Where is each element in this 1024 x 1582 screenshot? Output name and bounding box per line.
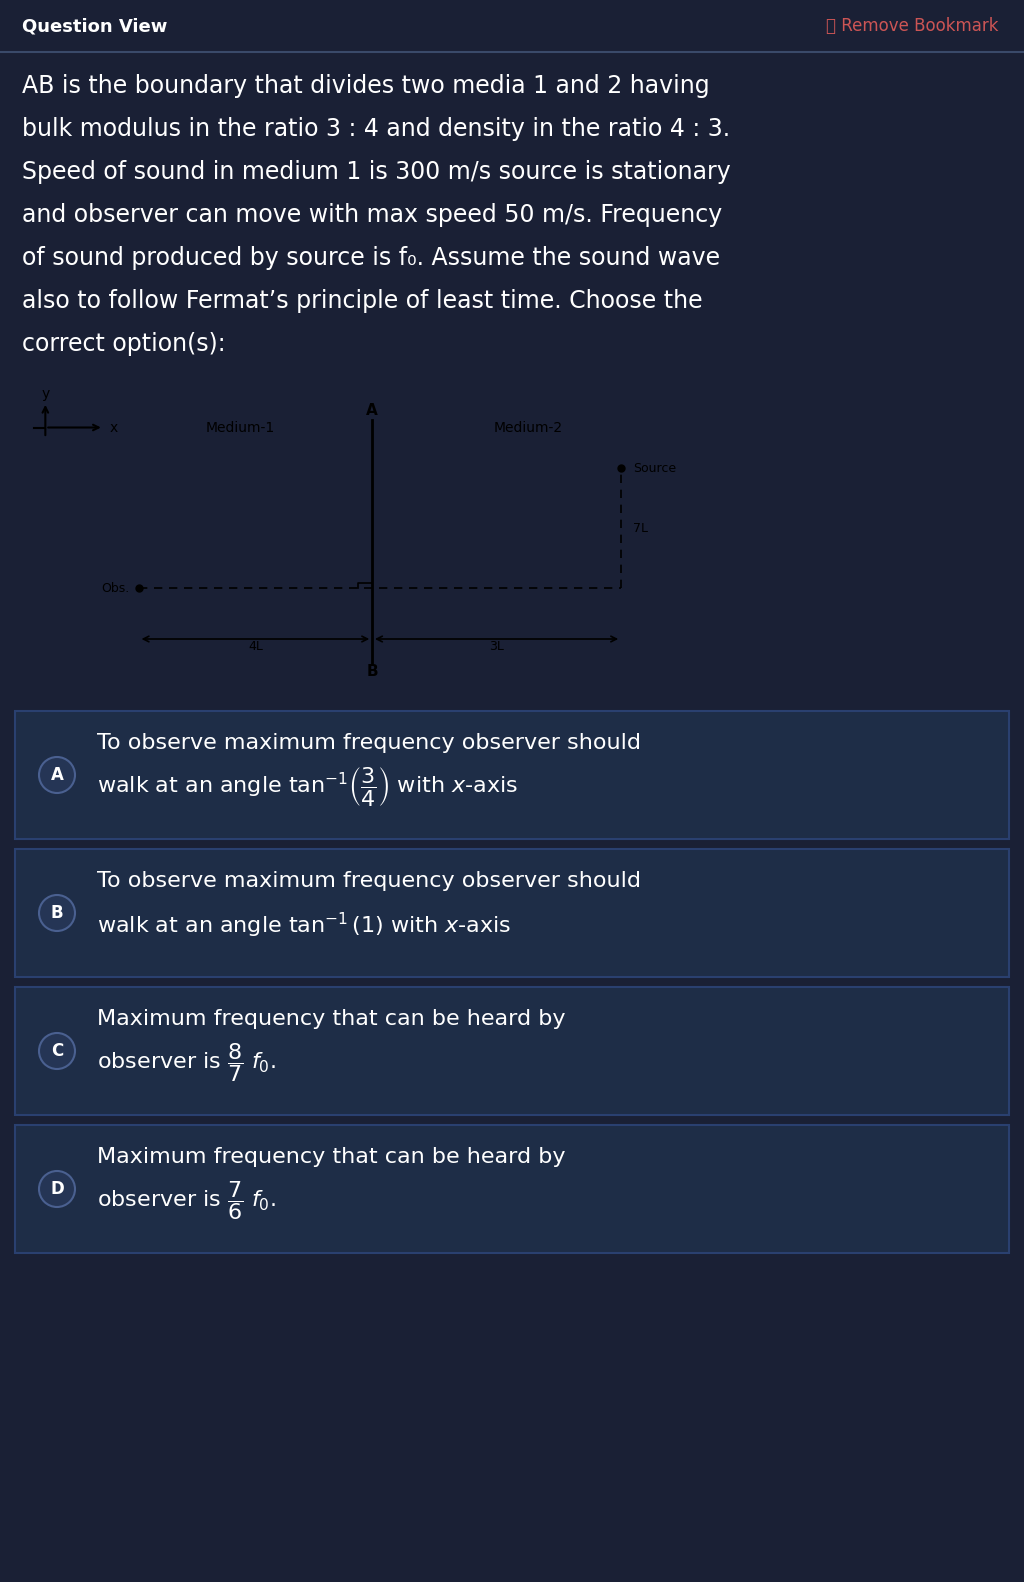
Text: A: A <box>367 402 378 418</box>
Text: walk at an angle $\tan^{-1}(1)$ with $x$-axis: walk at an angle $\tan^{-1}(1)$ with $x$… <box>97 910 511 940</box>
Circle shape <box>39 895 75 930</box>
Text: 🔖 Remove Bookmark: 🔖 Remove Bookmark <box>825 17 998 35</box>
Text: A: A <box>50 766 63 785</box>
Bar <box>15 987 1009 1115</box>
Text: Source: Source <box>633 462 676 475</box>
Text: C: C <box>51 1043 63 1060</box>
Text: x: x <box>110 421 118 435</box>
Bar <box>15 850 1009 978</box>
Text: To observe maximum frequency observer should: To observe maximum frequency observer sh… <box>97 732 641 753</box>
Text: Medium-1: Medium-1 <box>205 421 274 435</box>
Text: Maximum frequency that can be heard by: Maximum frequency that can be heard by <box>97 1147 565 1168</box>
Text: D: D <box>50 1180 63 1198</box>
Text: Maximum frequency that can be heard by: Maximum frequency that can be heard by <box>97 1009 565 1028</box>
Text: Medium-2: Medium-2 <box>494 421 562 435</box>
Text: bulk modulus in the ratio 3 : 4 and density in the ratio 4 : 3.: bulk modulus in the ratio 3 : 4 and dens… <box>22 117 730 141</box>
Text: Question View: Question View <box>22 17 167 35</box>
Circle shape <box>39 758 75 793</box>
Text: y: y <box>41 388 49 402</box>
Text: 4L: 4L <box>248 641 263 653</box>
Text: and observer can move with max speed 50 m/s. Frequency: and observer can move with max speed 50 … <box>22 202 722 226</box>
Circle shape <box>39 1033 75 1069</box>
Text: 3L: 3L <box>489 641 504 653</box>
Text: AB is the boundary that divides two media 1 and 2 having: AB is the boundary that divides two medi… <box>22 74 710 98</box>
Text: B: B <box>367 664 378 680</box>
Text: of sound produced by source is f₀. Assume the sound wave: of sound produced by source is f₀. Assum… <box>22 245 720 271</box>
Text: 7L: 7L <box>633 522 648 535</box>
Text: To observe maximum frequency observer should: To observe maximum frequency observer sh… <box>97 872 641 891</box>
Circle shape <box>39 1171 75 1207</box>
Text: walk at an angle $\tan^{-1}\!\left(\dfrac{3}{4}\right)$ with $x$-axis: walk at an angle $\tan^{-1}\!\left(\dfra… <box>97 766 518 808</box>
Text: observer is $\dfrac{7}{6}$ $f_0$.: observer is $\dfrac{7}{6}$ $f_0$. <box>97 1180 276 1223</box>
Text: correct option(s):: correct option(s): <box>22 332 225 356</box>
Bar <box>15 710 1009 838</box>
Text: also to follow Fermat’s principle of least time. Choose the: also to follow Fermat’s principle of lea… <box>22 290 702 313</box>
Text: observer is $\dfrac{8}{7}$ $f_0$.: observer is $\dfrac{8}{7}$ $f_0$. <box>97 1041 276 1085</box>
Text: Speed of sound in medium 1 is 300 m/s source is stationary: Speed of sound in medium 1 is 300 m/s so… <box>22 160 731 184</box>
Text: B: B <box>50 903 63 922</box>
Text: Obs.: Obs. <box>101 582 129 595</box>
Bar <box>15 1125 1009 1253</box>
